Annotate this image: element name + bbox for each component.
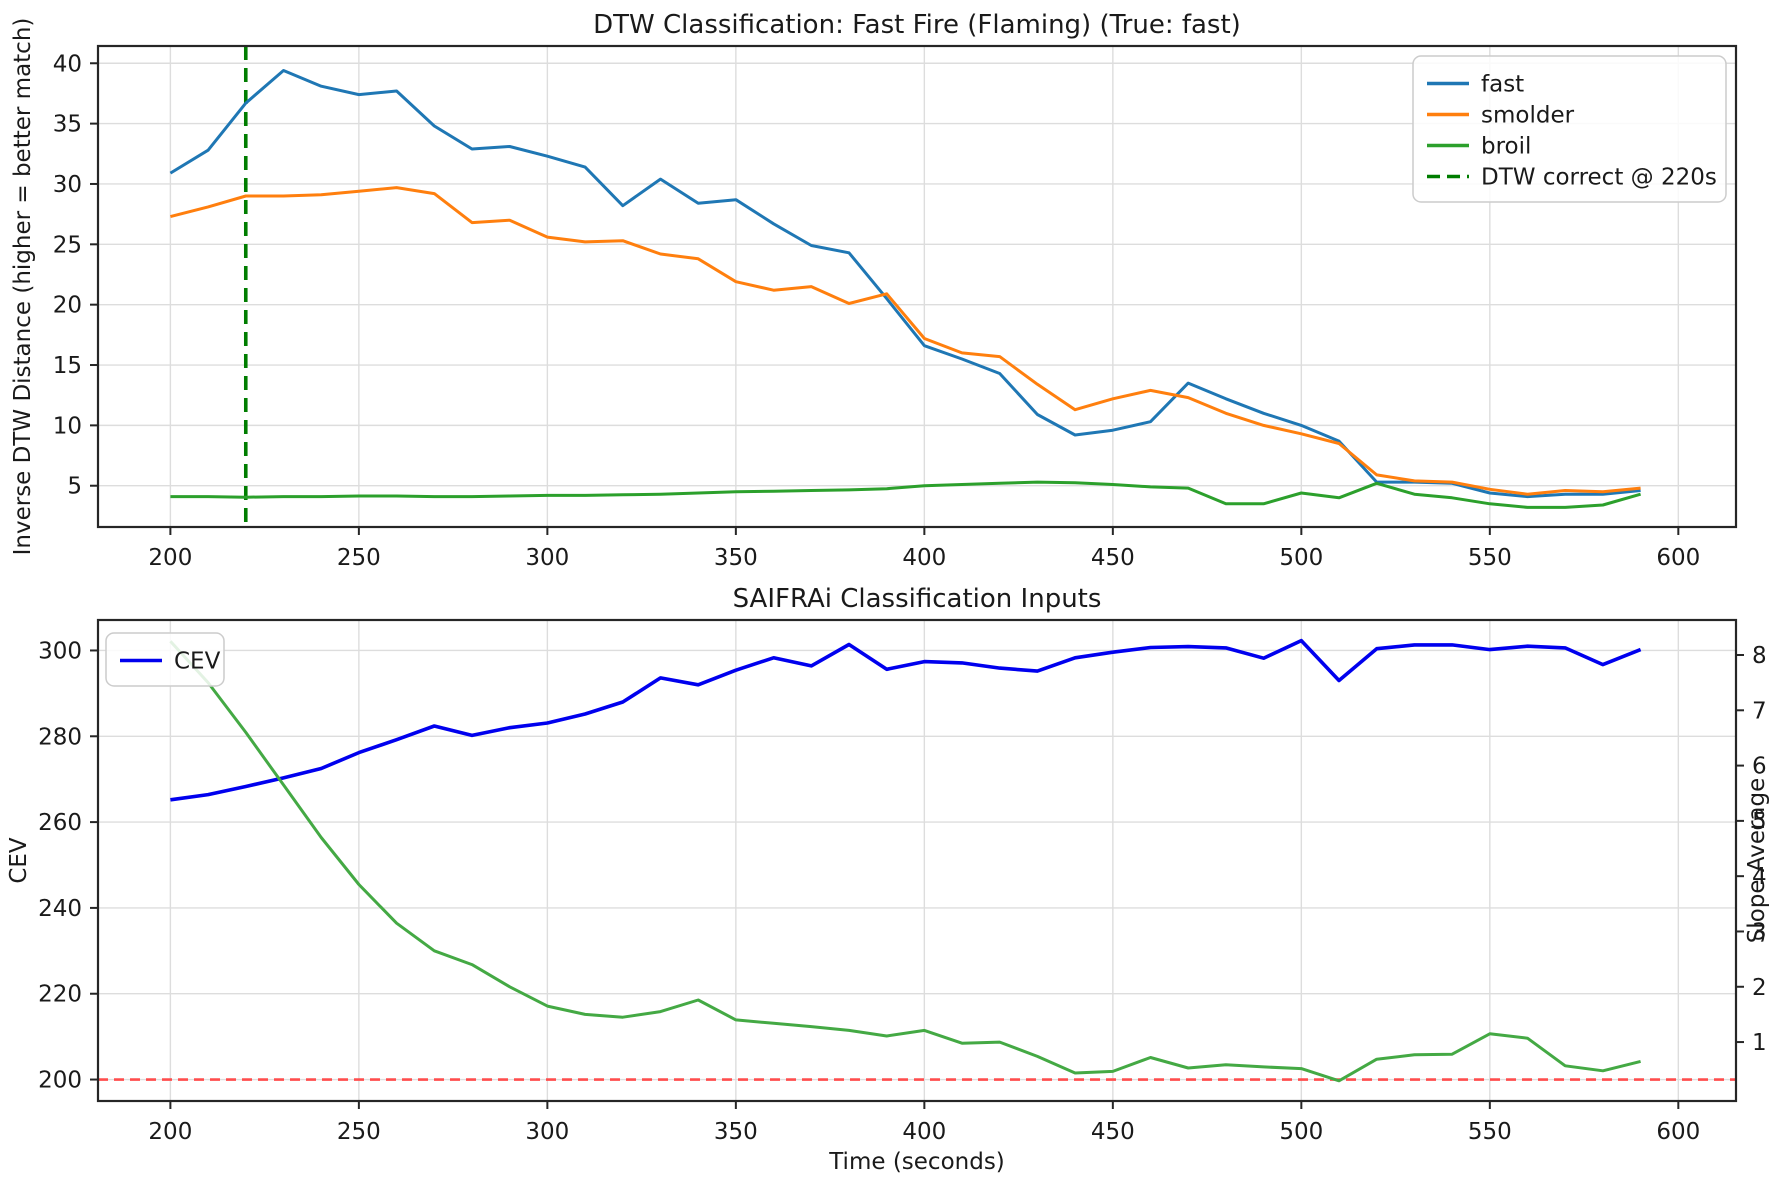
x-tick-label: 550 [1468,1119,1512,1145]
series-line-broil [170,480,1642,509]
subplot-0: 200 250 300 350 400 450 500 550 600 5 10 15 20 25 30 35… [10,10,1738,571]
legend-label-0: CEV [174,649,221,675]
x-tick-label: 400 [902,1119,946,1145]
x-tick-label: 300 [525,1119,569,1145]
legend-label-3: DTW correct @ 220s [1481,165,1717,191]
axes-frame [96,44,1738,529]
x-tick-label: 500 [1279,1119,1323,1145]
legend-label-1: smolder [1481,103,1575,129]
x-tick-label: 450 [1091,1119,1135,1145]
y-tick-label-right: 1 [1752,1030,1767,1056]
legend-box [105,632,225,687]
y-tick-label-right: 7 [1752,698,1767,724]
y-tick-label-left: 280 [38,724,82,750]
y-tick-label-left: 220 [38,982,82,1008]
y-tick-label-left: 30 [53,172,82,198]
series-line-slope-average [169,640,1641,1083]
x-tick-label: 250 [337,545,381,571]
subplot-1: 200 250 300 350 400 450 500 550 600 200 220 240 260 2… [6,584,1770,1175]
y-tick-label-left: 200 [38,1068,82,1094]
x-tick-label: 300 [525,545,569,571]
y-tick-label-right: 3 [1752,919,1767,945]
x-tick-label: 400 [902,545,946,571]
y-tick-label-left: 240 [38,896,82,922]
x-axis-label: Time (seconds) [828,1149,1005,1175]
x-tick-label: 600 [1656,1119,1700,1145]
legend: CEV [105,632,225,687]
y-tick-label-left: 35 [53,112,82,138]
y-tick-label-right: 6 [1752,754,1767,780]
x-tick-label: 350 [714,545,758,571]
y-axis-label-right: Slope Average [1744,778,1770,944]
axes-frame [96,618,1738,1103]
y-tick-label-right: 2 [1752,975,1767,1001]
legend-label-0: fast [1481,72,1524,98]
y-tick-label-left: 25 [53,232,82,258]
y-tick-label-left: 15 [53,353,82,379]
x-tick-label: 500 [1279,545,1323,571]
x-tick-label: 250 [337,1119,381,1145]
y-tick-label-right: 4 [1752,864,1767,890]
y-axis-label-left: CEV [6,837,32,884]
y-tick-label-left: 300 [38,638,82,664]
x-tick-label: 550 [1468,545,1512,571]
y-tick-label-left: 5 [67,474,82,500]
y-tick-label-right: 5 [1752,809,1767,835]
x-tick-label: 200 [148,1119,192,1145]
y-tick-label-left: 20 [53,293,82,319]
y-tick-label-left: 10 [53,413,82,439]
y-tick-label-left: 260 [38,810,82,836]
series-line-smolder [170,186,1641,496]
x-tick-label: 350 [714,1119,758,1145]
x-tick-label: 200 [148,545,192,571]
series-line-fast [169,69,1641,499]
legend-box [1412,55,1727,203]
series-line-cev [170,638,1642,802]
y-axis-label: Inverse DTW Distance (higher = better ma… [10,18,36,556]
legend: fast smolder broil DTW correct @ 220s [1412,55,1727,203]
chart-title: DTW Classification: Fast Fire (Flaming) … [593,10,1241,40]
x-tick-label: 600 [1656,545,1700,571]
y-tick-label-right: 8 [1752,643,1767,669]
chart-title: SAIFRAi Classification Inputs [733,584,1102,614]
x-tick-label: 450 [1091,545,1135,571]
legend-label-2: broil [1481,134,1531,160]
y-tick-label-left: 40 [53,51,82,77]
